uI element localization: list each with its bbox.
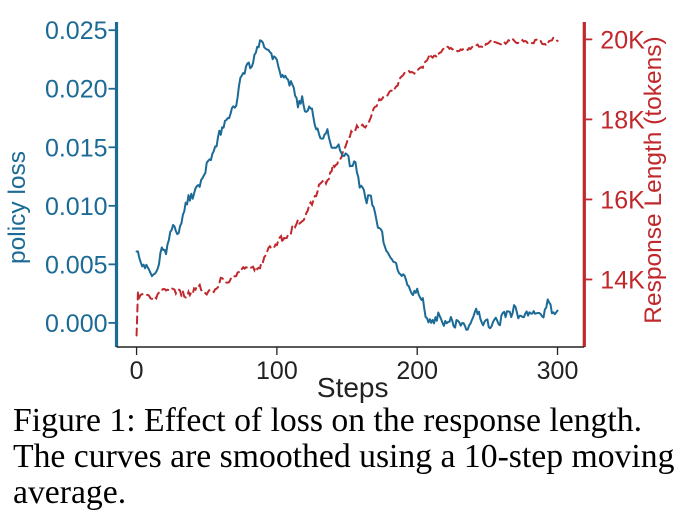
svg-text:0.005: 0.005 — [45, 251, 108, 279]
svg-text:policy loss: policy loss — [4, 151, 31, 264]
svg-text:0.020: 0.020 — [45, 76, 108, 104]
svg-text:16K: 16K — [600, 186, 645, 214]
svg-text:14K: 14K — [600, 266, 645, 294]
svg-text:Steps: Steps — [317, 372, 389, 403]
svg-text:0: 0 — [130, 357, 144, 385]
svg-text:0.000: 0.000 — [45, 310, 108, 338]
svg-text:20K: 20K — [600, 26, 645, 54]
svg-text:Response Length (tokens): Response Length (tokens) — [640, 36, 667, 323]
svg-text:100: 100 — [256, 357, 298, 385]
svg-text:0.025: 0.025 — [45, 17, 108, 45]
svg-text:200: 200 — [396, 357, 438, 385]
svg-text:300: 300 — [537, 357, 579, 385]
svg-text:0.015: 0.015 — [45, 134, 108, 162]
svg-text:0.010: 0.010 — [45, 193, 108, 221]
svg-text:18K: 18K — [600, 106, 645, 134]
